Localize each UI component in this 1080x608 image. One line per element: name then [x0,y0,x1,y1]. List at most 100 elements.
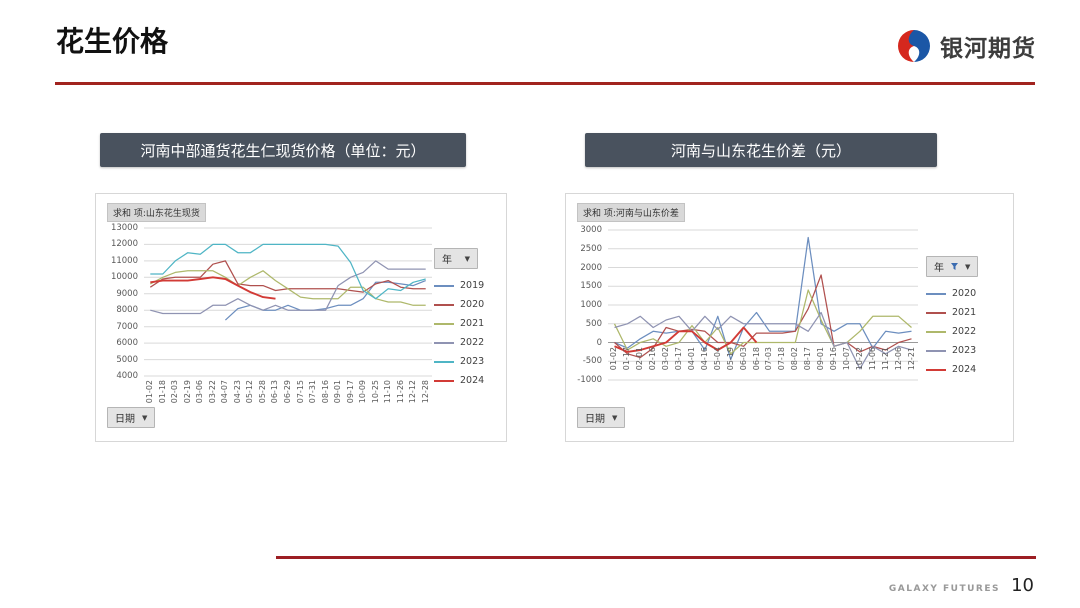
x-axis-tick-label: 12-21 [906,346,916,370]
date-filter-label: 日期 [585,414,605,425]
title-underline [55,82,1035,85]
x-axis-tick-label: 03-02 [661,346,671,370]
x-axis-tick-label: 12-06 [893,346,903,370]
page-number: 10 [1011,575,1034,596]
x-axis-tick-label: 01-02 [145,380,155,404]
y-axis-tick-label: -1000 [577,375,602,385]
series-line-2023 [614,311,912,370]
x-axis-tick-label: 11-06 [867,346,877,370]
legend-swatch [926,292,946,295]
legend-label: 2023 [460,356,485,367]
y-axis-tick-label: 4000 [116,371,138,381]
legend-item-2020: 2020 [926,284,978,303]
legend-label: 2024 [952,364,977,375]
x-axis-tick-label: 07-15 [295,380,305,404]
x-axis-tick-label: 06-29 [283,380,292,404]
year-filter-label: 年 [442,255,452,266]
y-axis-tick-label: 3000 [580,225,602,235]
y-axis-tick-label: 1500 [580,281,602,292]
legend-label: 2022 [952,326,977,337]
y-axis-tick-label: 7000 [116,321,138,332]
footer-divider [276,556,1036,559]
y-axis-tick-label: 1000 [580,300,602,310]
legend-swatch [434,322,454,325]
x-axis-tick-label: 07-18 [777,346,787,370]
legend-swatch [434,341,454,344]
legend-item-2022: 2022 [926,322,978,341]
left-chart-title: 河南中部通货花生仁现货价格（单位：元） [100,133,466,167]
series-line-2020 [149,260,426,293]
x-axis-tick-label: 11-21 [880,346,890,370]
x-axis-tick-label: 12-12 [408,380,418,404]
x-axis-tick-label: 10-25 [370,380,380,404]
legend-items: 2019 2020 2021 2022 2023 2024 [434,276,484,390]
legend-label: 2023 [952,345,977,356]
x-axis-tick-label: 01-18 [157,380,167,404]
year-filter-button[interactable]: 年 ▼ [434,248,478,269]
x-axis-tick-label: 09-17 [345,380,355,404]
legend-item-2023: 2023 [926,341,978,360]
date-filter-button[interactable]: 日期 ▼ [577,407,626,428]
plot-area [144,227,432,377]
legend-swatch [926,349,946,352]
year-filter-label: 年 [934,263,944,274]
right-chart-title: 河南与山东花生价差（元） [585,133,937,167]
legend-label: 2024 [460,375,485,386]
legend-label: 2019 [460,280,485,291]
legend-label: 2021 [952,307,977,318]
x-axis-tick-label: 02-19 [182,380,192,404]
series-line-2021 [150,270,426,306]
series-line-2022 [613,289,912,355]
pivot-value-field-button[interactable]: 求和 项:山东花生现货 [107,203,206,222]
legend-item-2022: 2022 [434,333,484,352]
series-line-2024 [150,276,276,300]
date-filter-button[interactable]: 日期 ▼ [107,407,156,428]
y-axis-tick-label: 2000 [580,262,602,273]
plot-area [608,229,918,381]
x-axis-tick-label: 07-31 [308,380,318,404]
y-axis-tick-label: 12000 [110,239,138,250]
legend-item-2021: 2021 [434,314,484,333]
x-axis-tick-label: 04-01 [686,346,696,370]
y-axis-tick-label: 8000 [116,305,138,316]
series-line-2019 [224,280,426,321]
x-axis-tick-label: 04-16 [699,346,709,370]
y-axis-tick-label: 0 [596,337,602,348]
right-pivot-chart: 求和 项:河南与山东价差 年 ▼ 2020 2021 2022 2023 2024 日期… [565,193,1014,442]
x-axis-tick-label: 03-22 [207,380,217,404]
year-filter-button[interactable]: 年 ▼ [926,256,979,277]
legend-swatch [926,330,946,333]
x-axis-tick-label: 09-01 [333,380,343,404]
x-axis-tick-label: 07-03 [764,346,774,370]
x-axis-tick-label: 05-28 [257,380,267,404]
x-axis-tick-label: 08-17 [803,346,813,370]
x-axis-tick-label: 03-06 [195,380,205,404]
footer-brand: GALAXY FUTURES [888,584,1000,594]
page-title: 花生价格 [56,25,169,58]
date-filter-label: 日期 [115,414,135,425]
legend-item-2021: 2021 [926,303,978,322]
y-axis-tick-label: 6000 [116,338,138,349]
y-axis-tick-label: 5000 [116,354,138,365]
legend-swatch [434,379,454,382]
company-logo: 银河期货 [896,28,1036,64]
dropdown-arrow-icon: ▼ [464,254,470,263]
dropdown-arrow-icon: ▼ [142,413,148,422]
x-axis-tick-label: 05-04 [712,346,722,370]
x-axis-tick-label: 04-23 [232,380,242,404]
logo-text: 银河期货 [940,36,1036,62]
y-axis-tick-label: 2500 [580,243,602,254]
x-axis-tick-label: 10-07 [841,346,851,370]
legend-item-2019: 2019 [434,276,484,295]
x-axis-tick-label: 05-12 [245,380,255,404]
series-line-2024 [614,326,758,353]
x-axis-tick-label: 06-13 [270,380,280,404]
x-axis-tick-label: 09-01 [816,346,826,370]
legend-label: 2021 [460,318,485,329]
series-line-2022 [150,260,426,315]
y-axis-tick-label: 9000 [116,288,138,299]
legend-swatch [926,311,946,314]
galaxy-logo-icon [898,30,930,62]
x-axis-tick-label: 08-02 [790,346,800,370]
pivot-value-field-button[interactable]: 求和 项:河南与山东价差 [577,203,685,222]
